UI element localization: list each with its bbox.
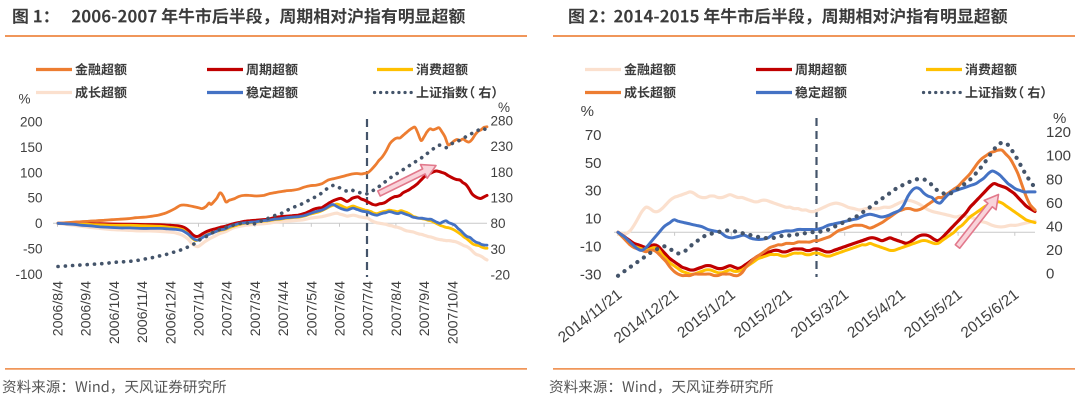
svg-text:2007/10/4: 2007/10/4 <box>445 281 461 344</box>
svg-text:-30: -30 <box>580 266 602 283</box>
svg-text:20: 20 <box>1046 242 1063 259</box>
svg-text:80: 80 <box>491 216 506 231</box>
svg-text:200: 200 <box>20 115 43 130</box>
svg-text:30: 30 <box>585 183 602 200</box>
svg-text:2007/5/4: 2007/5/4 <box>304 281 320 336</box>
svg-text:%: % <box>1053 110 1066 127</box>
svg-text:%: % <box>581 103 594 120</box>
svg-text:2007/8/4: 2007/8/4 <box>389 281 405 336</box>
svg-text:180: 180 <box>491 165 514 180</box>
svg-text:2006/12/4: 2006/12/4 <box>163 281 179 344</box>
svg-text:2007/6/4: 2007/6/4 <box>333 281 349 336</box>
svg-text:70: 70 <box>585 127 602 144</box>
svg-text:40: 40 <box>1046 218 1063 235</box>
svg-text:30: 30 <box>491 242 506 257</box>
svg-text:0: 0 <box>1046 266 1054 283</box>
svg-text:120: 120 <box>1046 124 1071 141</box>
svg-text:0: 0 <box>35 216 43 231</box>
svg-text:2007/7/4: 2007/7/4 <box>361 281 377 336</box>
svg-text:2007/1/4: 2007/1/4 <box>192 281 208 336</box>
svg-text:280: 280 <box>491 113 514 128</box>
svg-text:230: 230 <box>491 139 514 154</box>
svg-text:%: % <box>498 100 510 115</box>
svg-text:2006/9/4: 2006/9/4 <box>79 281 95 336</box>
svg-text:150: 150 <box>20 140 43 155</box>
svg-text:-50: -50 <box>23 242 43 257</box>
svg-text:50: 50 <box>27 191 42 206</box>
svg-text:%: % <box>18 92 30 107</box>
svg-text:2007/4/4: 2007/4/4 <box>276 281 292 336</box>
svg-text:50: 50 <box>585 155 602 172</box>
svg-text:130: 130 <box>491 191 514 206</box>
svg-text:-20: -20 <box>491 268 511 283</box>
svg-text:60: 60 <box>1046 195 1063 212</box>
svg-text:2006/8/4: 2006/8/4 <box>51 281 67 336</box>
svg-text:2006/11/4: 2006/11/4 <box>135 281 151 343</box>
svg-text:-10: -10 <box>580 238 602 255</box>
svg-text:2006/10/4: 2006/10/4 <box>107 281 123 344</box>
svg-text:-100: -100 <box>15 267 42 282</box>
svg-text:80: 80 <box>1046 171 1063 188</box>
svg-text:2007/3/4: 2007/3/4 <box>248 281 264 336</box>
svg-text:2007/2/4: 2007/2/4 <box>220 281 236 336</box>
svg-text:100: 100 <box>20 165 43 180</box>
svg-text:2007/9/4: 2007/9/4 <box>417 281 433 336</box>
svg-text:100: 100 <box>1046 148 1071 165</box>
svg-text:10: 10 <box>585 211 602 228</box>
